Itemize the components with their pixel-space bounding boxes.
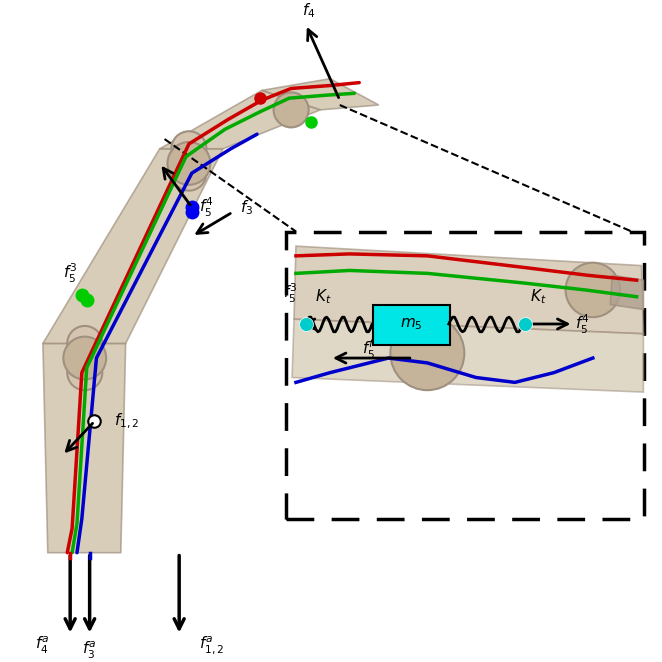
Text: $f_4$: $f_4$ [302,1,315,21]
Polygon shape [292,319,643,392]
Polygon shape [160,91,320,149]
Bar [286,232,644,518]
Text: $f_5^3$: $f_5^3$ [283,281,297,305]
Text: $f_3$: $f_3$ [240,198,254,216]
Text: $f_{1,2}^a$: $f_{1,2}^a$ [199,634,224,656]
Polygon shape [610,275,643,309]
FancyBboxPatch shape [373,305,449,346]
Circle shape [171,156,207,191]
Text: $f_5^3$: $f_5^3$ [63,261,77,285]
Text: $f_5^f$: $f_5^f$ [362,338,376,361]
Circle shape [273,92,308,127]
Circle shape [68,326,103,361]
Polygon shape [294,246,643,334]
Text: $f_5^4$: $f_5^4$ [575,312,590,336]
Text: $f_5^4$: $f_5^4$ [199,195,213,218]
Text: $f_4^a$: $f_4^a$ [35,635,50,655]
Circle shape [68,355,103,390]
Text: $f_3^a$: $f_3^a$ [83,639,97,661]
Text: $K_t$: $K_t$ [530,288,546,307]
Text: $m_5$: $m_5$ [399,316,422,332]
Polygon shape [43,344,126,553]
Circle shape [565,263,620,317]
Circle shape [171,131,207,166]
Circle shape [167,142,211,185]
Text: $K_t$: $K_t$ [315,288,332,307]
Text: $f_{1,2}$: $f_{1,2}$ [114,412,139,431]
Circle shape [391,316,464,390]
Circle shape [64,337,106,379]
Polygon shape [43,149,223,344]
Polygon shape [262,79,379,110]
